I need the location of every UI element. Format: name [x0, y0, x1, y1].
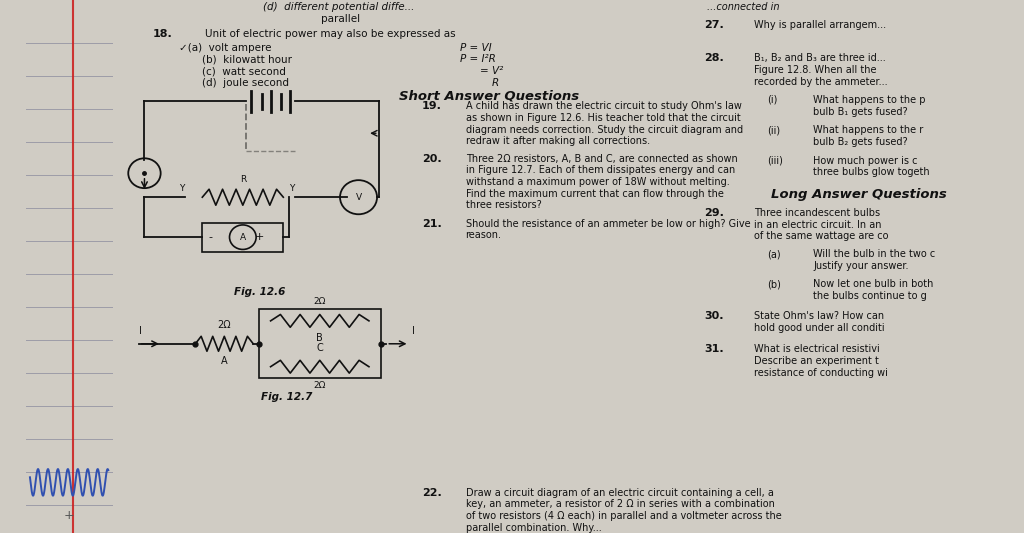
Text: 28.: 28.: [705, 53, 724, 63]
Text: 29.: 29.: [705, 208, 724, 218]
Text: Fig. 12.6: Fig. 12.6: [234, 287, 286, 297]
Text: -: -: [208, 232, 212, 242]
Text: B: B: [316, 333, 324, 343]
Text: What happens to the r: What happens to the r: [813, 125, 924, 135]
Text: 2Ω: 2Ω: [217, 320, 231, 330]
Text: (ii): (ii): [767, 125, 780, 135]
Text: three resistors?: three resistors?: [466, 200, 542, 211]
Text: as shown in Figure 12.6. His teacher told that the circuit: as shown in Figure 12.6. His teacher tol…: [466, 113, 740, 123]
Text: 2Ω: 2Ω: [313, 297, 326, 306]
Text: 20.: 20.: [422, 154, 441, 164]
Text: bulb B₁ gets fused?: bulb B₁ gets fused?: [813, 107, 907, 117]
Text: What happens to the p: What happens to the p: [813, 95, 926, 105]
Text: P = I²R: P = I²R: [460, 54, 496, 64]
Text: bulb B₂ gets fused?: bulb B₂ gets fused?: [813, 137, 907, 147]
Bar: [259, 309, 381, 378]
Text: redraw it after making all corrections.: redraw it after making all corrections.: [466, 136, 649, 147]
Text: P = VI: P = VI: [460, 43, 492, 53]
Text: Three 2Ω resistors, A, B and C, are connected as shown: Three 2Ω resistors, A, B and C, are conn…: [466, 154, 737, 164]
Text: Long Answer Questions: Long Answer Questions: [771, 188, 947, 200]
Text: R: R: [492, 78, 499, 88]
Text: B₁, B₂ and B₃ are three id...: B₁, B₂ and B₃ are three id...: [754, 53, 886, 63]
Text: parallel combination. Why...: parallel combination. Why...: [466, 523, 601, 533]
Text: C: C: [316, 343, 324, 353]
Text: of two resistors (4 Ω each) in parallel and a voltmeter across the: of two resistors (4 Ω each) in parallel …: [466, 511, 781, 521]
Text: = V²: = V²: [480, 66, 503, 76]
Text: Why is parallel arrangem...: Why is parallel arrangem...: [754, 20, 886, 30]
Text: in Figure 12.7. Each of them dissipates energy and can: in Figure 12.7. Each of them dissipates …: [466, 165, 735, 175]
Text: reason.: reason.: [466, 230, 502, 240]
Text: diagram needs correction. Study the circuit diagram and: diagram needs correction. Study the circ…: [466, 125, 742, 135]
Bar: [203, 222, 284, 252]
Text: 30.: 30.: [705, 311, 724, 321]
Text: (iii): (iii): [767, 156, 782, 166]
Text: (d)  different potential diffe...: (d) different potential diffe...: [263, 2, 415, 12]
Text: 18.: 18.: [154, 29, 173, 39]
Text: A child has drawn the electric circuit to study Ohm's law: A child has drawn the electric circuit t…: [466, 101, 741, 111]
Text: State Ohm's law? How can: State Ohm's law? How can: [754, 311, 884, 321]
Text: R: R: [240, 175, 246, 184]
Text: 22.: 22.: [422, 488, 442, 498]
Text: Will the bulb in the two c: Will the bulb in the two c: [813, 249, 935, 260]
Text: ✓(a)  volt ampere: ✓(a) volt ampere: [179, 43, 271, 53]
Text: Short Answer Questions: Short Answer Questions: [398, 89, 579, 102]
Text: (c)  watt second: (c) watt second: [203, 66, 286, 76]
Text: Unit of electric power may also be expressed as: Unit of electric power may also be expre…: [205, 29, 456, 39]
Text: 31.: 31.: [705, 344, 724, 354]
Text: Three incandescent bulbs: Three incandescent bulbs: [754, 208, 880, 218]
Text: (d)  joule second: (d) joule second: [203, 78, 290, 88]
Text: What is electrical resistivi: What is electrical resistivi: [754, 344, 880, 354]
Text: recorded by the ammeter...: recorded by the ammeter...: [754, 77, 887, 87]
Text: withstand a maximum power of 18W without melting.: withstand a maximum power of 18W without…: [466, 177, 729, 187]
Text: Now let one bulb in both: Now let one bulb in both: [813, 279, 933, 289]
Text: A: A: [240, 233, 246, 241]
Text: (a): (a): [767, 249, 780, 260]
Text: 19.: 19.: [422, 101, 442, 111]
Text: ...connected in: ...connected in: [708, 2, 780, 12]
Text: Describe an experiment t: Describe an experiment t: [754, 356, 879, 366]
Text: 21.: 21.: [422, 219, 442, 229]
Text: A: A: [221, 356, 227, 366]
Text: How much power is c: How much power is c: [813, 156, 918, 166]
Text: hold good under all conditi: hold good under all conditi: [754, 323, 885, 333]
Text: (b): (b): [767, 279, 780, 289]
Text: Y: Y: [179, 184, 184, 193]
Text: Y: Y: [289, 184, 295, 193]
Text: key, an ammeter, a resistor of 2 Ω in series with a combination: key, an ammeter, a resistor of 2 Ω in se…: [466, 499, 774, 510]
Text: I: I: [138, 326, 141, 336]
Text: Find the maximum current that can flow through the: Find the maximum current that can flow t…: [466, 189, 723, 199]
Text: Justify your answer.: Justify your answer.: [813, 261, 908, 271]
Text: (i): (i): [767, 95, 777, 105]
Text: (b)  kilowatt hour: (b) kilowatt hour: [203, 54, 292, 64]
Text: +: +: [254, 232, 264, 242]
Text: resistance of conducting wi: resistance of conducting wi: [754, 368, 888, 378]
Text: I: I: [413, 326, 415, 336]
Text: three bulbs glow togeth: three bulbs glow togeth: [813, 167, 930, 177]
Text: Draw a circuit diagram of an electric circuit containing a cell, a: Draw a circuit diagram of an electric ci…: [466, 488, 773, 498]
Text: 2Ω: 2Ω: [313, 381, 326, 390]
Text: Fig. 12.7: Fig. 12.7: [260, 392, 312, 402]
Text: of the same wattage are co: of the same wattage are co: [754, 231, 888, 241]
Text: 27.: 27.: [705, 20, 724, 30]
Text: the bulbs continue to g: the bulbs continue to g: [813, 291, 927, 301]
Text: Should the resistance of an ammeter be low or high? Give: Should the resistance of an ammeter be l…: [466, 219, 751, 229]
Text: V: V: [355, 193, 361, 201]
Text: in an electric circuit. In an: in an electric circuit. In an: [754, 220, 881, 230]
Text: parallel: parallel: [321, 14, 360, 24]
Text: Figure 12.8. When all the: Figure 12.8. When all the: [754, 65, 877, 75]
Text: +: +: [63, 510, 75, 522]
